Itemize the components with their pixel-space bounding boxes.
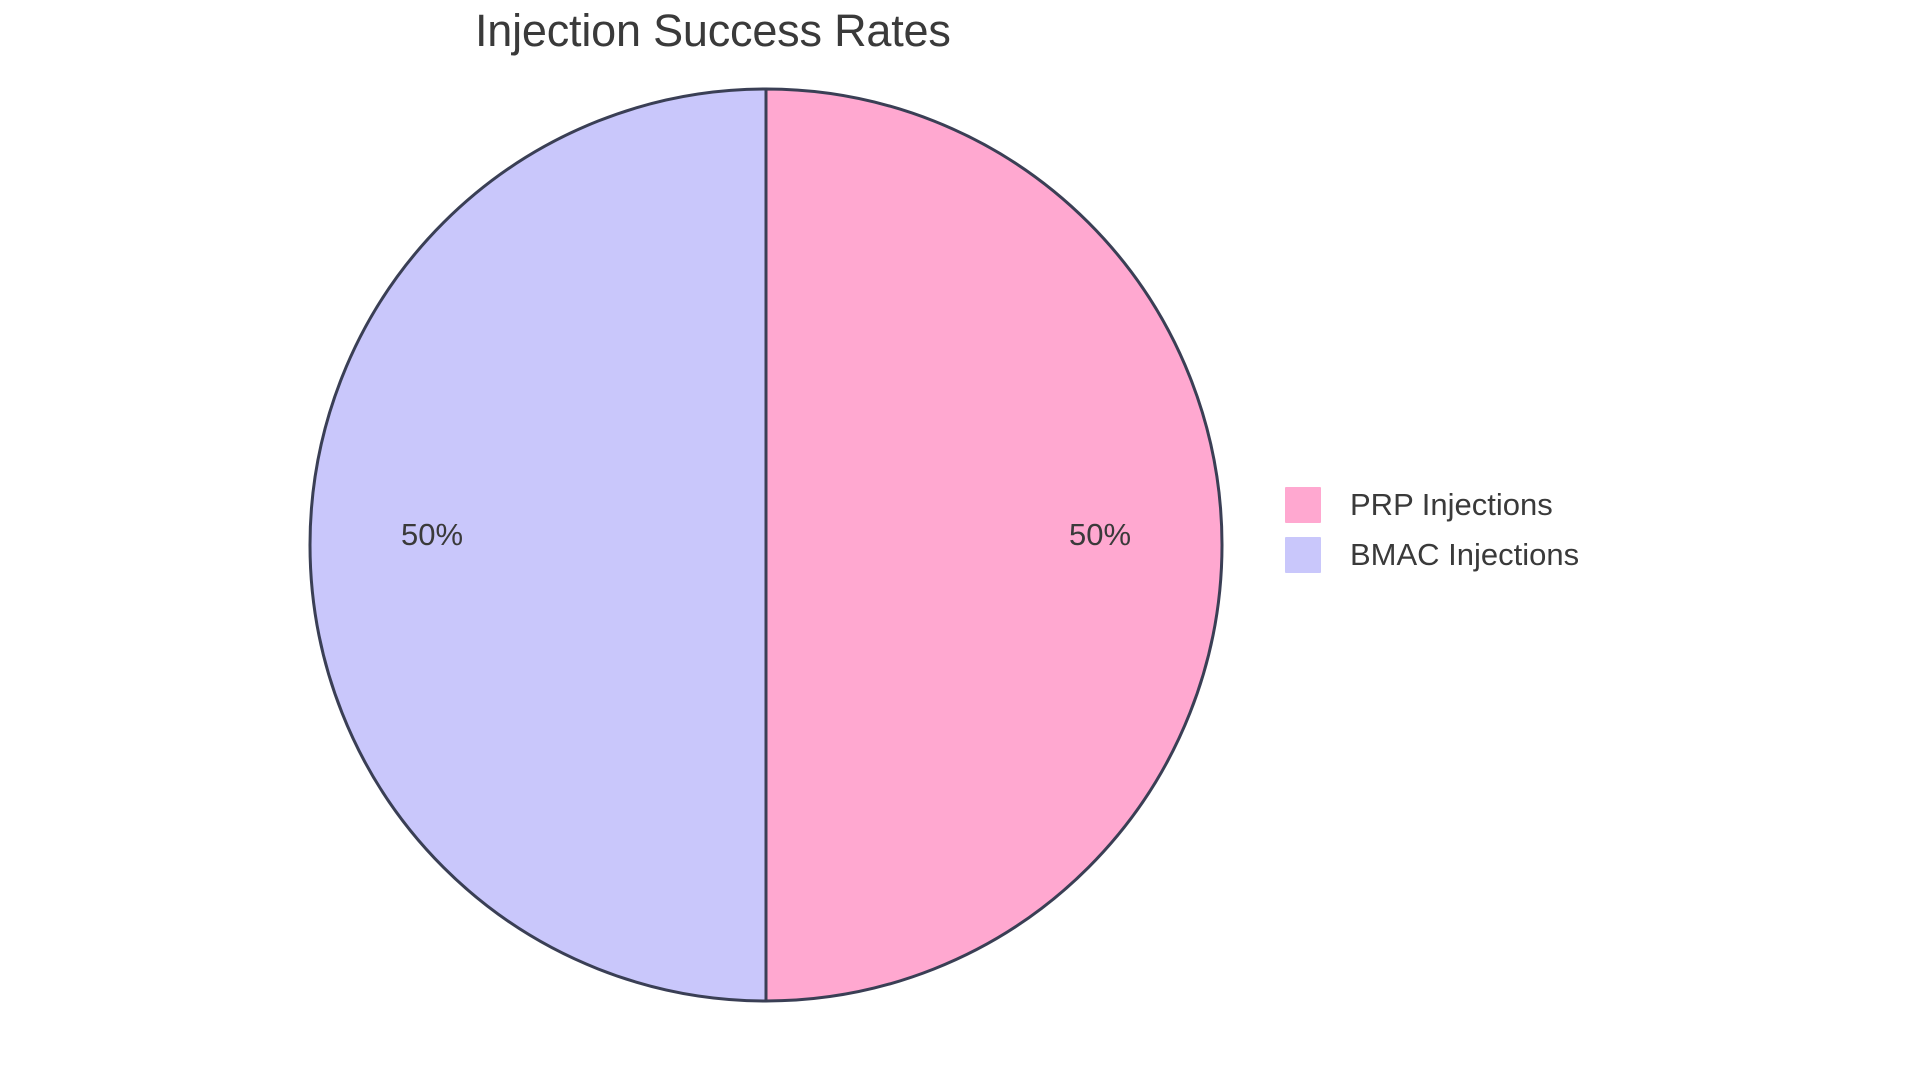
legend-swatch-icon-bmac-injections xyxy=(1285,537,1321,573)
legend-swatch-icon-prp-injections xyxy=(1285,487,1321,523)
pie-slice-label-prp-injections: 50% xyxy=(1069,517,1131,552)
pie-plot-area: 50% 50% xyxy=(308,87,1224,1003)
chart-legend: PRP Injections BMAC Injections xyxy=(1285,487,1705,573)
pie-slice-bmac-injections[interactable] xyxy=(308,87,768,1003)
legend-label-prp-injections: PRP Injections xyxy=(1350,487,1553,522)
chart-title: Injection Success Rates xyxy=(475,5,951,56)
legend-item-bmac-injections[interactable]: BMAC Injections xyxy=(1285,537,1705,573)
pie-slice-label-bmac-injections: 50% xyxy=(401,517,463,552)
legend-label-bmac-injections: BMAC Injections xyxy=(1350,537,1580,572)
legend-item-prp-injections[interactable]: PRP Injections xyxy=(1285,487,1705,523)
pie-svg: 50% 50% xyxy=(308,87,1224,1003)
pie-slice-prp-injections[interactable] xyxy=(764,87,1224,1003)
